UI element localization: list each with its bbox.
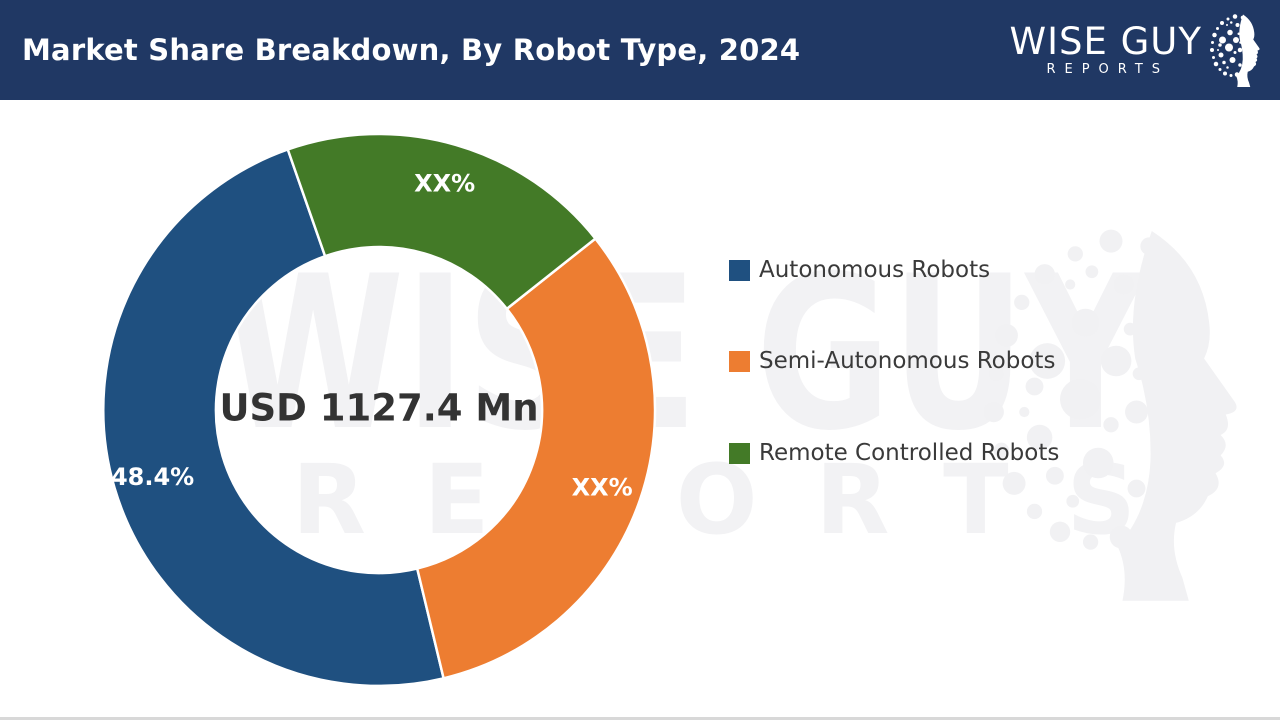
chart-legend: Autonomous Robots Semi-Autonomous Robots R… xyxy=(729,257,1060,466)
legend-label: Autonomous Robots xyxy=(759,257,991,283)
donut-segment-semi-autonomous-robots xyxy=(415,237,657,680)
legend-swatch-icon xyxy=(729,351,750,373)
donut-segment-remote-controlled-robots xyxy=(286,132,597,311)
legend-swatch-icon xyxy=(729,442,750,464)
header-bar: Market Share Breakdown, By Robot Type, 2… xyxy=(0,0,1280,100)
logo-subtitle: REPORTS xyxy=(1046,62,1170,78)
dotted-head-profile-icon xyxy=(1210,14,1260,87)
segment-value-label: XX% xyxy=(572,473,633,501)
wise-guy-logo: WISE GUY REPORTS xyxy=(1010,10,1266,90)
segment-value-label: 48.4% xyxy=(111,463,194,491)
legend-item-autonomous-robots: Autonomous Robots xyxy=(729,257,1059,283)
page-title: Market Share Breakdown, By Robot Type, 2… xyxy=(22,33,801,67)
legend-swatch-icon xyxy=(729,260,750,282)
wise-guy-logo-text: WISE GUY REPORTS xyxy=(1009,19,1202,78)
donut-center-value: USD 1127.4 Mn xyxy=(219,386,539,430)
watermark-subtitle: REPORTS xyxy=(292,444,1194,556)
donut-segment-autonomous-robots xyxy=(102,148,445,688)
watermark-wordmark: WISE GUY xyxy=(222,230,1146,477)
legend-label: Remote Controlled Robots xyxy=(759,439,1060,466)
legend-label: Semi-Autonomous Robots xyxy=(759,348,1056,375)
legend-item-remote-controlled-robots: Remote Controlled Robots xyxy=(729,439,1060,466)
donut-chart: 48.4% XX% XX% xyxy=(102,132,657,688)
logo-wordmark: WISE GUY xyxy=(1009,19,1202,63)
segment-value-label: XX% xyxy=(414,170,475,198)
chart-area: WISE GUY REPORTS 48.4% XX% XX% USD 1127.4 … xyxy=(0,100,1280,717)
legend-item-semi-autonomous-robots: Semi-Autonomous Robots xyxy=(729,348,1059,375)
